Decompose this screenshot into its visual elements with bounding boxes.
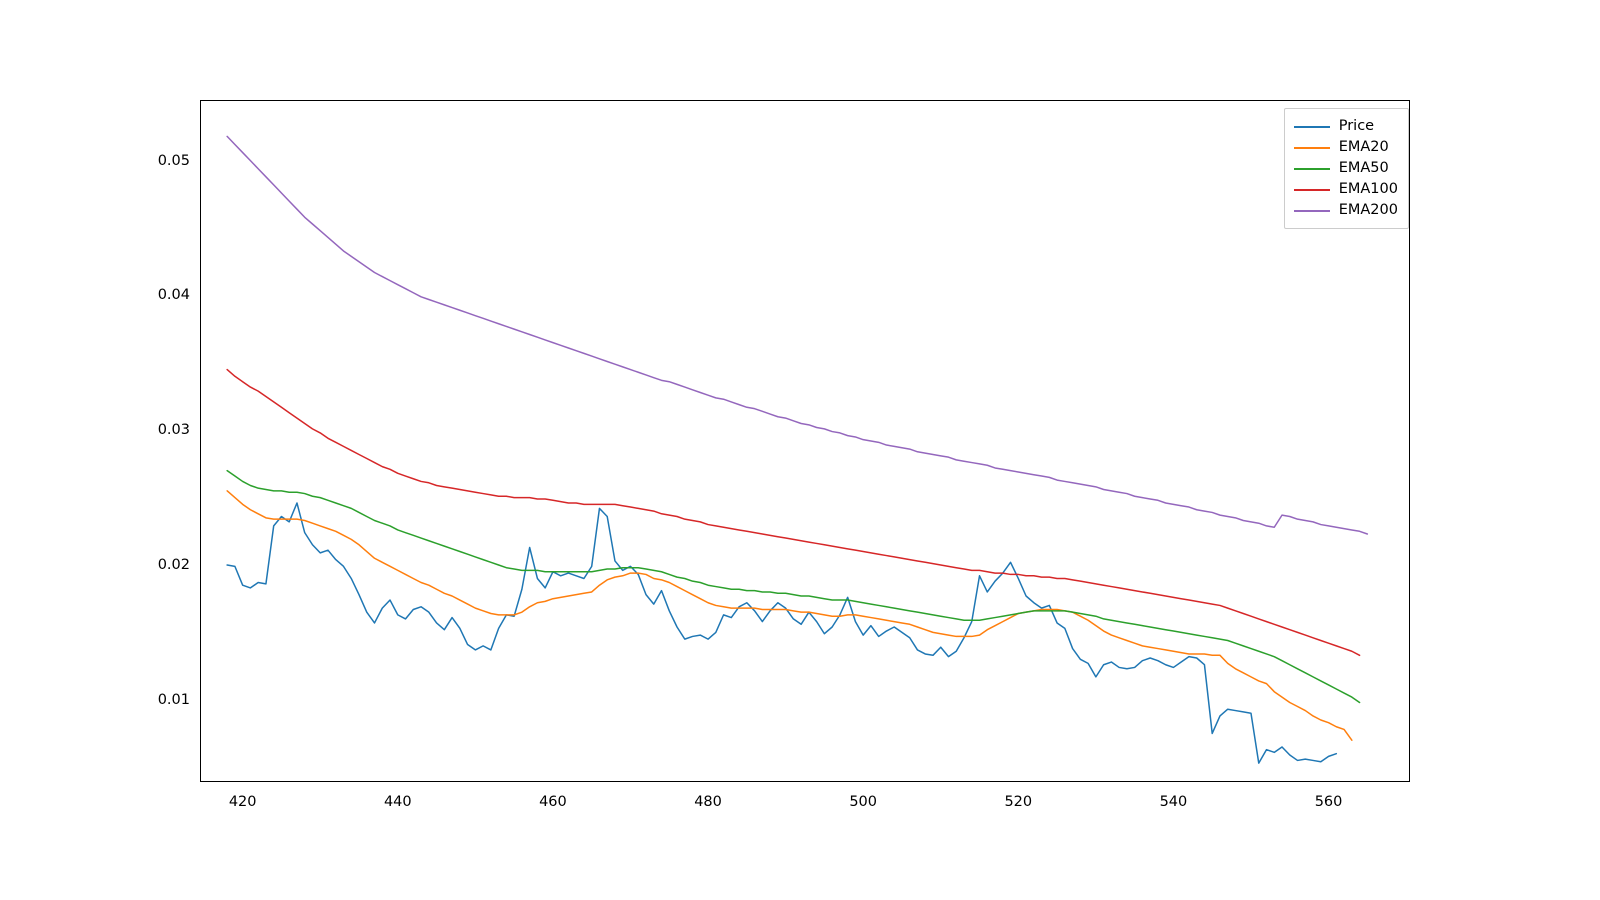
x-tick-label: 540 <box>1159 794 1188 810</box>
axis-tick-marks <box>200 161 1329 782</box>
legend-label: EMA200 <box>1338 202 1398 219</box>
series-line-ema20 <box>226 490 1353 741</box>
chart-legend[interactable]: Price EMA20 EMA50 EMA100 EMA200 <box>1283 108 1409 229</box>
x-tick-label: 520 <box>1004 794 1033 810</box>
plot-svg <box>200 100 1410 782</box>
legend-item-ema20[interactable]: EMA20 <box>1293 137 1398 158</box>
x-tick-label: 440 <box>383 794 412 810</box>
legend-item-price[interactable]: Price <box>1293 116 1398 137</box>
y-tick-label: 0.02 <box>157 556 190 573</box>
legend-swatch-price <box>1293 125 1330 128</box>
series-line-ema100 <box>226 368 1361 657</box>
legend-item-ema50[interactable]: EMA50 <box>1293 158 1398 179</box>
plot-area: 0.01 0.02 0.03 0.04 0.05 420 440 460 480 500 520 5… <box>158 100 1410 809</box>
series-group <box>226 135 1369 764</box>
legend-swatch-ema50 <box>1293 167 1330 170</box>
legend-label: Price <box>1338 118 1375 135</box>
y-tick-label: 0.05 <box>157 152 190 169</box>
legend-item-ema100[interactable]: EMA100 <box>1293 179 1398 200</box>
x-tick-label: 460 <box>539 794 567 810</box>
series-line-ema50 <box>226 469 1361 704</box>
y-tick-label: 0.03 <box>157 421 190 438</box>
legend-swatch-ema200 <box>1293 209 1330 212</box>
series-line-price <box>226 502 1338 764</box>
y-tick-label: 0.04 <box>157 287 190 304</box>
legend-swatch-ema20 <box>1293 146 1330 149</box>
legend-swatch-ema100 <box>1293 188 1330 191</box>
legend-label: EMA20 <box>1338 139 1389 156</box>
x-tick-label: 500 <box>849 794 878 810</box>
series-line-ema200 <box>226 135 1369 535</box>
legend-label: EMA100 <box>1338 181 1398 198</box>
legend-item-ema200[interactable]: EMA200 <box>1293 200 1398 221</box>
x-tick-label: 420 <box>228 794 257 810</box>
legend-label: EMA50 <box>1338 160 1389 177</box>
x-tick-label: 560 <box>1314 794 1343 810</box>
x-tick-label: 480 <box>694 794 722 810</box>
axes-frame <box>200 100 1410 782</box>
y-tick-label: 0.01 <box>157 691 190 708</box>
